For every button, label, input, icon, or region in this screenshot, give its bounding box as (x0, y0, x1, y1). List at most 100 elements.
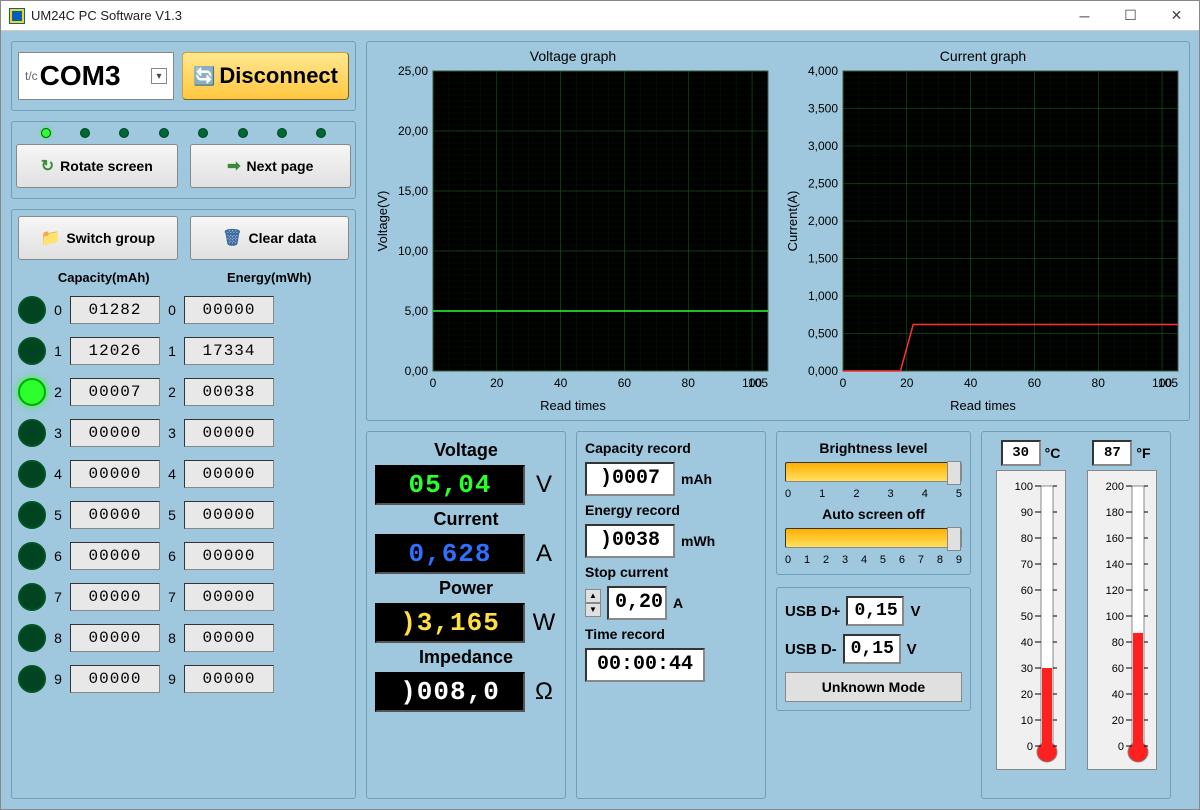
com-port-select[interactable]: t/c COM3 ▾ (18, 52, 174, 100)
svg-text:80: 80 (1092, 376, 1106, 390)
group-led (18, 501, 46, 529)
energy-cell: 00000 (184, 419, 274, 447)
energy-cell: 00038 (184, 378, 274, 406)
energy-cell: 00000 (184, 583, 274, 611)
minimize-button[interactable]: ─ (1061, 1, 1107, 30)
svg-text:80: 80 (682, 376, 696, 390)
svg-text:40: 40 (964, 376, 978, 390)
group-led (18, 337, 46, 365)
clear-data-button[interactable]: 🗑 Clear data (190, 216, 350, 260)
current-graph: Current graph 0,0000,5001,0001,5002,0002… (783, 48, 1183, 414)
page-led-3 (159, 128, 169, 138)
rotate-screen-button[interactable]: ↻ Rotate screen (16, 144, 178, 188)
svg-text:Voltage(V): Voltage(V) (375, 191, 390, 252)
svg-text:20: 20 (490, 376, 504, 390)
maximize-button[interactable]: ☐ (1107, 1, 1153, 30)
usb-panel: USB D+0,15V USB D-0,15V Unknown Mode (776, 587, 971, 711)
energy-cell: 00000 (184, 501, 274, 529)
arrow-right-icon: ➡ (227, 156, 240, 176)
capacity-cell: 00007 (70, 378, 160, 406)
energy-cell: 00000 (184, 624, 274, 652)
stop-current-value[interactable]: 0,20 (607, 586, 667, 620)
switch-group-button[interactable]: 📁 Switch group (18, 216, 178, 260)
energy-cell: 00000 (184, 542, 274, 570)
energy-cell: 17334 (184, 337, 274, 365)
page-led-4 (198, 128, 208, 138)
svg-text:90: 90 (1020, 507, 1032, 519)
svg-text:40: 40 (1111, 689, 1123, 701)
svg-text:Current(A): Current(A) (785, 191, 800, 252)
svg-text:60: 60 (1020, 585, 1032, 597)
capacity-header: Capacity(mAh) (18, 270, 189, 285)
page-led-2 (119, 128, 129, 138)
svg-text:3,000: 3,000 (808, 139, 838, 153)
page-led-row (16, 122, 351, 144)
svg-text:60: 60 (618, 376, 632, 390)
svg-text:40: 40 (1020, 637, 1032, 649)
usb-dm-value: 0,15 (843, 634, 901, 664)
svg-text:0: 0 (1026, 741, 1032, 753)
next-page-button[interactable]: ➡ Next page (190, 144, 352, 188)
folder-icon: 📁 (40, 228, 60, 248)
svg-text:40: 40 (554, 376, 568, 390)
temperature-panel: 30°C 0102030405060708090100 87°F 0204060… (981, 431, 1171, 799)
stop-current-stepper[interactable]: ▲▼ (585, 589, 601, 617)
group-led (18, 583, 46, 611)
brightness-panel: Brightness level 012345 Auto screen off … (776, 431, 971, 575)
refresh-icon: 🔄 (193, 66, 215, 87)
svg-text:25,00: 25,00 (398, 66, 428, 78)
port-panel: t/c COM3 ▾ 🔄 Disconnect (11, 41, 356, 111)
capacity-cell: 00000 (70, 542, 160, 570)
svg-text:3,500: 3,500 (808, 102, 838, 116)
svg-text:180: 180 (1105, 507, 1123, 519)
brightness-slider[interactable] (785, 462, 962, 482)
record-panel: Capacity record )0007mAh Energy record )… (576, 431, 766, 799)
disconnect-button[interactable]: 🔄 Disconnect (182, 52, 349, 100)
table-row: 600000600000 (18, 537, 349, 574)
svg-text:20,00: 20,00 (398, 124, 428, 138)
table-row: 200007200038 (18, 373, 349, 410)
table-row: 500000500000 (18, 496, 349, 533)
svg-text:2,000: 2,000 (808, 214, 838, 228)
table-row: 112026117334 (18, 332, 349, 369)
voltage-display: 05,04 (375, 465, 525, 505)
svg-text:60: 60 (1028, 376, 1042, 390)
svg-text:200: 200 (1105, 481, 1123, 493)
energy-header: Energy(mWh) (189, 270, 349, 285)
power-display: )3,165 (375, 603, 525, 643)
svg-text:10,00: 10,00 (398, 244, 428, 258)
page-led-6 (277, 128, 287, 138)
svg-text:140: 140 (1105, 559, 1123, 571)
clear-icon: 🗑 (222, 228, 242, 248)
svg-text:4,000: 4,000 (808, 66, 838, 78)
chevron-down-icon[interactable]: ▾ (151, 68, 167, 84)
page-led-5 (238, 128, 248, 138)
impedance-display: )008,0 (375, 672, 525, 712)
capacity-cell: 12026 (70, 337, 160, 365)
table-row: 001282000000 (18, 291, 349, 328)
table-row: 400000400000 (18, 455, 349, 492)
table-row: 700000700000 (18, 578, 349, 615)
svg-text:20: 20 (900, 376, 914, 390)
svg-text:80: 80 (1111, 637, 1123, 649)
usb-dp-value: 0,15 (846, 596, 904, 626)
svg-text:0: 0 (840, 376, 847, 390)
svg-text:0,500: 0,500 (808, 327, 838, 341)
svg-text:100: 100 (1014, 481, 1032, 493)
graphs-panel: Voltage graph 0,005,0010,0015,0020,0025,… (366, 41, 1190, 421)
voltage-graph: Voltage graph 0,005,0010,0015,0020,0025,… (373, 48, 773, 414)
autoscreen-slider[interactable] (785, 528, 962, 548)
svg-text:70: 70 (1020, 559, 1032, 571)
svg-text:120: 120 (1105, 585, 1123, 597)
svg-text:2,500: 2,500 (808, 177, 838, 191)
page-led-1 (80, 128, 90, 138)
svg-text:20: 20 (1020, 689, 1032, 701)
group-led (18, 296, 46, 324)
usb-mode-button[interactable]: Unknown Mode (785, 672, 962, 702)
capacity-cell: 00000 (70, 501, 160, 529)
svg-text:0,00: 0,00 (405, 364, 429, 378)
svg-text:1,500: 1,500 (808, 252, 838, 266)
rotate-icon: ↻ (41, 156, 54, 176)
close-button[interactable]: ✕ (1153, 1, 1199, 30)
capacity-cell: 00000 (70, 583, 160, 611)
